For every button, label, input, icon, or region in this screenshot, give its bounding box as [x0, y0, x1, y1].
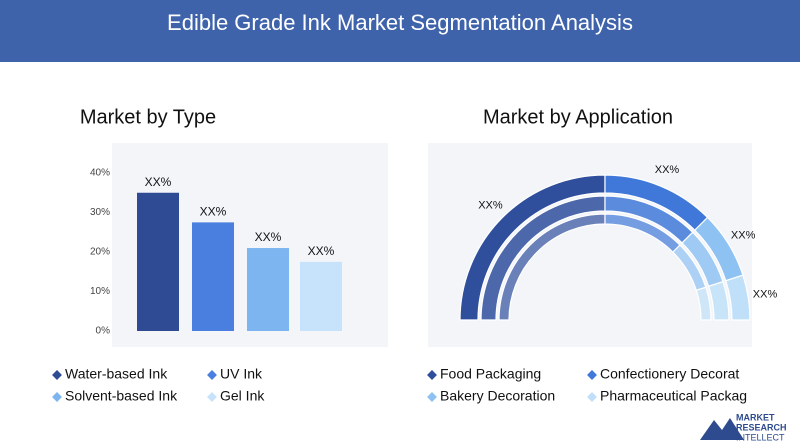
data-label: XX% [478, 199, 503, 211]
arc-segment [695, 286, 712, 321]
arc-segment [707, 280, 730, 321]
legend-marker [427, 392, 437, 402]
chart-title: Market by Type [80, 106, 216, 128]
logo-text: RESEARCH [736, 422, 787, 432]
bar [192, 222, 234, 331]
legend-label: Solvent-based Ink [65, 388, 178, 404]
logo-text: INTELLECT [736, 432, 785, 442]
arc-segment [725, 274, 751, 321]
legend-label: Gel Ink [220, 388, 265, 404]
legend-marker [207, 370, 217, 380]
data-label: XX% [255, 230, 282, 244]
legend-marker [207, 392, 217, 402]
legend-label: Pharmaceutical Packag [600, 388, 747, 404]
chart-title: Market by Application [483, 106, 673, 128]
header-bar [0, 0, 800, 62]
legend-label: Confectionery Decorat [600, 366, 739, 382]
legend-label: Food Packaging [440, 366, 541, 382]
logo: MARKET RESEARCH INTELLECT [700, 412, 787, 442]
legend-marker [52, 370, 62, 380]
y-tick-label: 40% [90, 168, 110, 179]
legend-marker [52, 392, 62, 402]
y-tick-label: 20% [90, 247, 110, 258]
y-tick-label: 0% [96, 326, 111, 337]
legend-marker [427, 370, 437, 380]
legend-marker [587, 370, 597, 380]
legend-label: UV Ink [220, 366, 263, 382]
logo-icon [700, 418, 744, 440]
header-title: Edible Grade Ink Market Segmentation Ana… [167, 10, 633, 35]
bar [247, 248, 289, 331]
legend-label: Water-based Ink [65, 366, 168, 382]
data-label: XX% [655, 164, 680, 176]
data-label: XX% [308, 244, 335, 258]
data-label: XX% [145, 175, 172, 189]
bar [137, 192, 179, 331]
y-tick-label: 30% [90, 207, 110, 218]
data-label: XX% [200, 205, 227, 219]
legend-label: Bakery Decoration [440, 388, 555, 404]
data-label: XX% [753, 289, 778, 301]
legend-marker [587, 392, 597, 402]
logo-text: MARKET [736, 412, 775, 422]
y-tick-label: 10% [90, 286, 110, 297]
bar [300, 261, 342, 331]
data-label: XX% [731, 229, 756, 241]
